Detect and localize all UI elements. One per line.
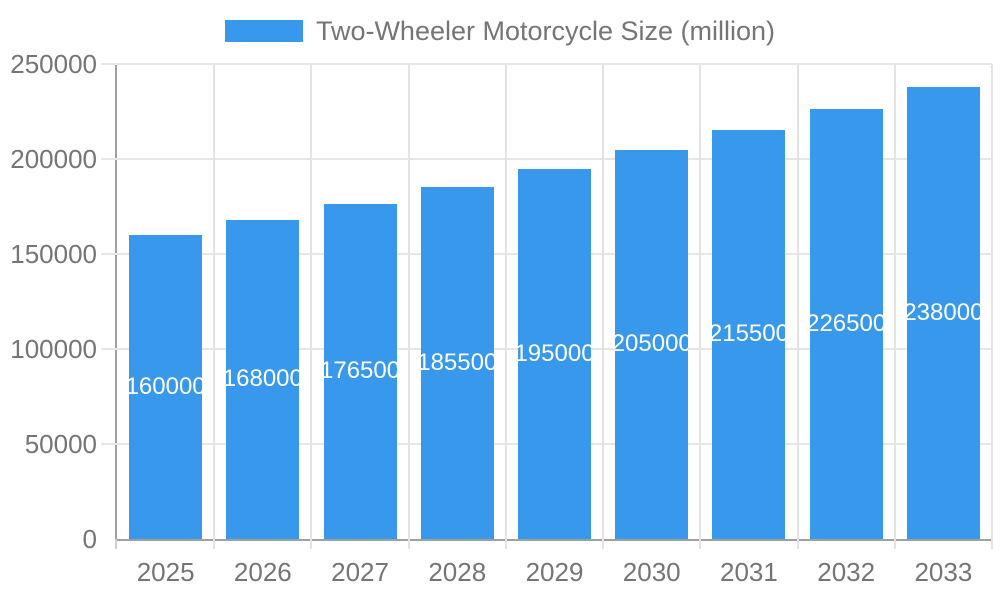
x-axis-label-2025: 2025 [136, 557, 195, 587]
bar-value-label: 238000 [906, 298, 980, 326]
axis-tick [115, 539, 117, 549]
legend-item[interactable]: Two-Wheeler Motorcycle Size (million) [0, 16, 1000, 46]
x-axis-label-2029: 2029 [525, 557, 584, 587]
bar-2029[interactable]: 195000 [518, 168, 591, 539]
gridline-vertical [893, 64, 896, 549]
bar-2027[interactable]: 176500 [323, 203, 397, 539]
bar-2026[interactable]: 168000 [226, 219, 300, 539]
bar-value-label: 168000 [226, 365, 300, 393]
gridline-vertical [310, 64, 313, 549]
x-axis-label-2031: 2031 [720, 557, 778, 587]
bar-value-label: 185500 [420, 348, 494, 376]
gridline-vertical [796, 64, 799, 549]
bar-value-label: 160000 [129, 373, 203, 400]
x-axis-label-2030: 2030 [622, 557, 681, 587]
x-axis-label-2033: 2033 [914, 557, 973, 587]
bar-2030[interactable]: 205000 [615, 149, 689, 539]
y-axis-label-150000: 150000 [10, 239, 97, 269]
bar-value-label: 226500 [809, 309, 883, 337]
y-axis-label-200000: 200000 [10, 144, 97, 174]
bar-2032[interactable]: 226500 [809, 108, 883, 539]
gridline-vertical [407, 64, 410, 549]
gridline-horizontal [101, 158, 992, 160]
y-axis-label-250000: 250000 [10, 49, 97, 79]
plot-area: 160000 168000 176500 185500 195000 205000 2155… [101, 63, 993, 549]
gridline-vertical [602, 64, 605, 549]
x-axis-label-2028: 2028 [428, 557, 487, 587]
y-axis-label-0: 0 [82, 524, 97, 554]
gridline-horizontal [101, 63, 992, 65]
x-axis-label-2027: 2027 [331, 557, 389, 587]
y-axis-label-100000: 100000 [10, 334, 97, 364]
bar-value-label: 176500 [323, 357, 397, 385]
gridline-vertical [504, 64, 507, 549]
bar-2025[interactable]: 160000 [129, 235, 203, 539]
gridline-vertical [699, 64, 702, 549]
bar-2033[interactable]: 238000 [906, 86, 980, 539]
bar-2031[interactable]: 215500 [712, 129, 786, 539]
bar-value-label: 195000 [518, 339, 591, 367]
gridline-vertical [213, 64, 216, 549]
legend-label: Two-Wheeler Motorcycle Size (million) [315, 16, 776, 46]
x-axis-label-2026: 2026 [233, 557, 292, 587]
y-axis-label-50000: 50000 [24, 429, 97, 459]
bar-value-label: 215500 [712, 320, 786, 348]
gridline-vertical [991, 64, 993, 549]
x-axis-label-2032: 2032 [817, 557, 876, 587]
legend-swatch-icon [224, 20, 303, 42]
bar-value-label: 205000 [615, 330, 689, 358]
bar-2028[interactable]: 185500 [420, 186, 494, 539]
